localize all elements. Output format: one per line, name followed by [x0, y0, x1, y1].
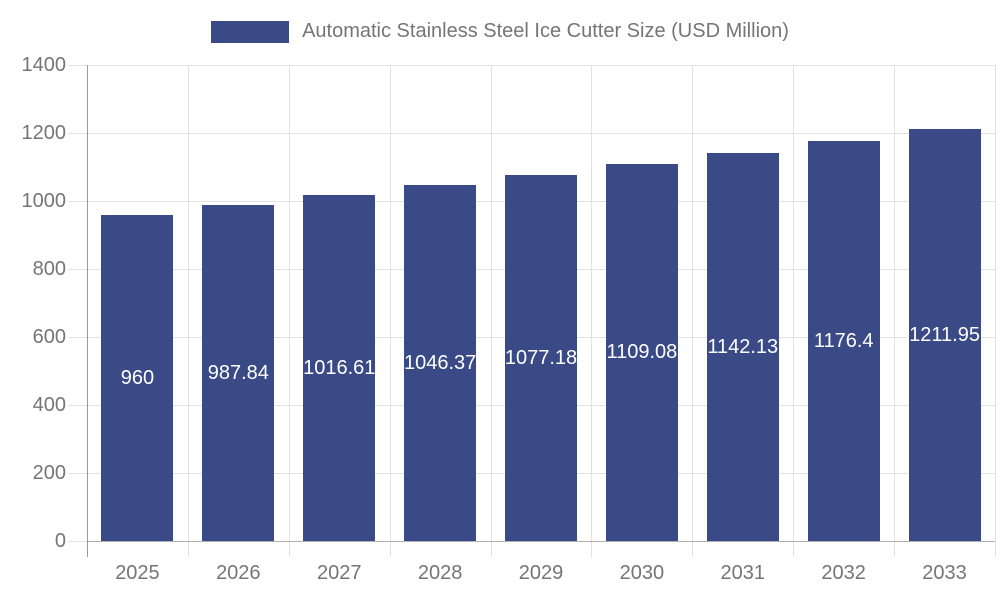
y-axis-tick — [68, 473, 87, 474]
x-gridline — [894, 65, 896, 541]
bar-value-label: 1176.4 — [813, 330, 874, 352]
x-axis-tick — [490, 541, 492, 557]
legend-item[interactable]: Automatic Stainless Steel Ice Cutter Siz… — [211, 20, 789, 43]
x-axis-label: 2026 — [216, 562, 261, 584]
y-axis-label: 200 — [32, 462, 66, 484]
legend-label: Automatic Stainless Steel Ice Cutter Siz… — [302, 20, 789, 42]
y-axis-label: 1200 — [21, 122, 67, 144]
bar-value-label: 1142.13 — [707, 335, 779, 358]
bar-2025[interactable]: 960 — [101, 214, 174, 541]
y-axis-label: 1400 — [21, 54, 67, 76]
x-axis-tick — [692, 541, 694, 557]
y-axis-line — [87, 65, 88, 557]
y-axis-tick — [68, 133, 87, 134]
x-axis-tick — [389, 541, 391, 557]
bar-value-label: 1077.18 — [505, 346, 577, 369]
bar-value-label: 1211.95 — [909, 323, 980, 346]
x-axis-label: 2027 — [316, 562, 362, 584]
y-gridline — [87, 133, 995, 134]
x-axis-tick — [187, 541, 189, 557]
y-axis-tick — [68, 405, 87, 406]
legend-swatch-icon — [211, 20, 290, 43]
x-axis-label: 2032 — [821, 562, 866, 584]
x-axis-label: 2030 — [619, 562, 665, 584]
x-axis-label: 2029 — [518, 562, 564, 584]
x-axis-line — [87, 541, 995, 542]
legend: Automatic Stainless Steel Ice Cutter Siz… — [0, 20, 1000, 43]
bar-value-label: 1046.37 — [404, 352, 477, 375]
bar-value-label: 1109.08 — [606, 341, 678, 364]
x-axis-tick — [894, 541, 896, 557]
y-axis-label: 800 — [32, 258, 66, 280]
x-axis-label: 2033 — [922, 562, 967, 584]
x-gridline — [490, 65, 492, 541]
y-gridline — [87, 65, 995, 66]
y-axis-label: 400 — [32, 394, 66, 416]
x-axis-tick — [288, 541, 290, 557]
bar-value-label: 960 — [120, 366, 155, 389]
bar-value-label: 1016.61 — [303, 357, 376, 380]
x-axis-label: 2025 — [115, 562, 160, 584]
x-gridline — [692, 65, 694, 541]
y-axis-label: 0 — [54, 530, 66, 552]
bar-value-label: 987.84 — [207, 362, 269, 385]
x-axis-tick — [793, 541, 795, 557]
bar-2031[interactable]: 1142.13 — [706, 152, 779, 541]
y-axis-tick — [68, 65, 87, 66]
x-gridline — [288, 65, 290, 541]
bar-2030[interactable]: 1109.08 — [605, 163, 678, 541]
y-axis-tick — [68, 337, 87, 338]
y-axis-tick — [68, 541, 87, 542]
bar-2028[interactable]: 1046.37 — [404, 185, 477, 541]
x-axis-label: 2028 — [417, 562, 463, 584]
y-axis-tick — [68, 201, 87, 202]
y-axis-label: 600 — [32, 326, 66, 348]
x-gridline — [995, 65, 996, 541]
bar-2029[interactable]: 1077.18 — [505, 174, 577, 541]
x-gridline — [389, 65, 391, 541]
bar-2027[interactable]: 1016.61 — [303, 195, 376, 541]
x-gridline — [591, 65, 593, 541]
x-gridline — [793, 65, 795, 541]
bar-2033[interactable]: 1211.95 — [908, 128, 981, 541]
x-axis-label: 2031 — [720, 562, 766, 584]
bar-2032[interactable]: 1176.4 — [807, 141, 880, 541]
bar-2026[interactable]: 987.84 — [202, 205, 275, 541]
y-axis-tick — [68, 269, 87, 270]
x-axis-tick — [995, 541, 996, 557]
x-axis-tick — [591, 541, 593, 557]
y-axis-label: 1000 — [21, 190, 67, 212]
x-gridline — [187, 65, 189, 541]
